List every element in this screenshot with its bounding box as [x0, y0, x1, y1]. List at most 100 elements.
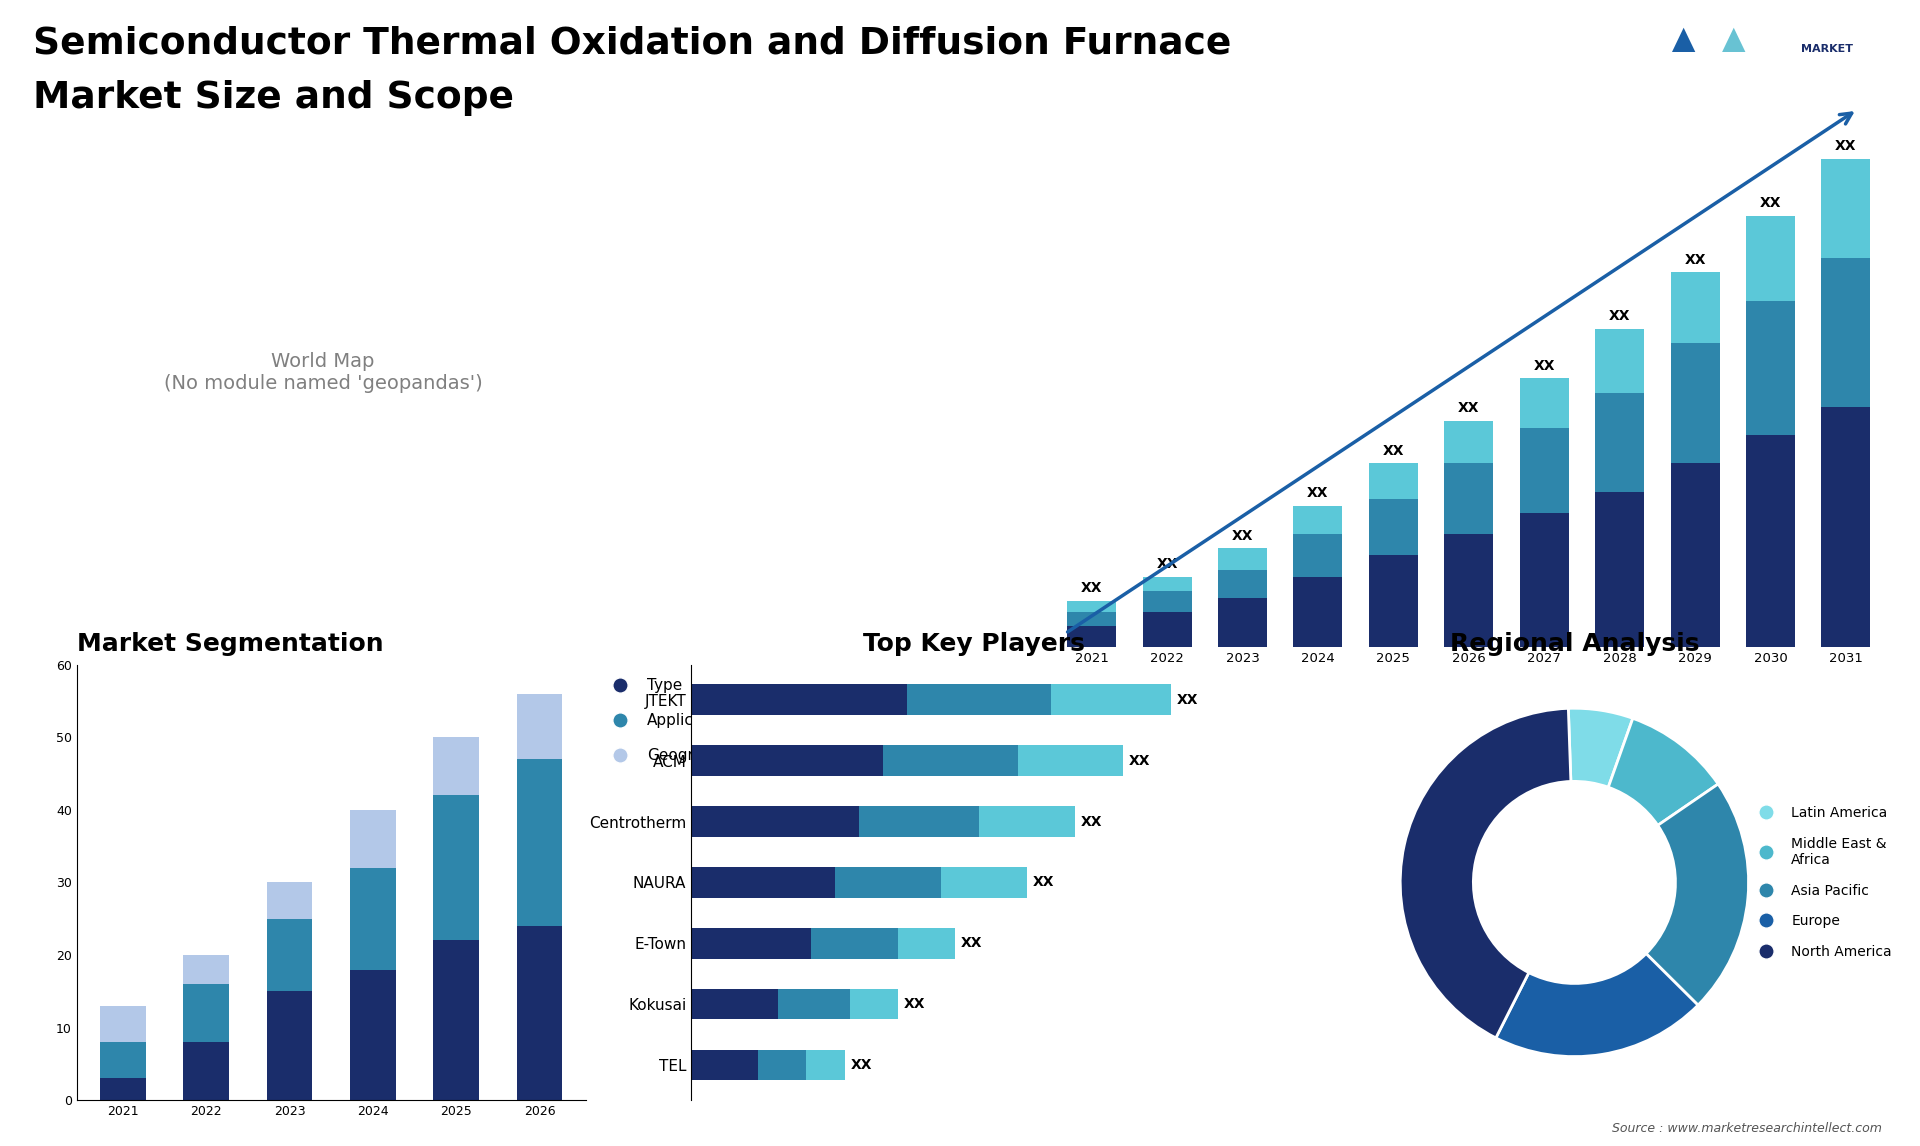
Bar [778, 989, 849, 1020]
Polygon shape [1628, 28, 1740, 143]
Bar [349, 868, 396, 970]
Bar [691, 928, 812, 958]
Bar [1596, 329, 1644, 393]
Bar [1052, 684, 1171, 715]
Bar [1745, 300, 1795, 435]
Legend: Latin America, Middle East &
Africa, Asia Pacific, Europe, North America: Latin America, Middle East & Africa, Asi… [1747, 800, 1897, 965]
Bar [1521, 513, 1569, 647]
Text: Market Size and Scope: Market Size and Scope [33, 80, 515, 116]
Bar [758, 1050, 806, 1081]
Bar [434, 795, 480, 941]
Title: Regional Analysis: Regional Analysis [1450, 631, 1699, 656]
Text: Source : www.marketresearchintellect.com: Source : www.marketresearchintellect.com [1611, 1122, 1882, 1135]
Bar [1018, 745, 1123, 776]
Bar [1822, 407, 1870, 647]
Bar [182, 984, 228, 1042]
Bar [812, 928, 899, 958]
Bar [434, 737, 480, 795]
Legend: Type, Application, Geography: Type, Application, Geography [599, 673, 739, 769]
Bar [1142, 591, 1192, 612]
Bar [349, 810, 396, 868]
Bar [100, 1078, 146, 1100]
Bar [1444, 421, 1494, 463]
Bar [1068, 626, 1116, 647]
Bar [883, 745, 1018, 776]
Bar [1521, 429, 1569, 513]
Text: XX: XX [1609, 309, 1630, 323]
Bar [1822, 159, 1870, 258]
Bar [267, 991, 313, 1100]
Bar [516, 759, 563, 926]
Text: RESEARCH: RESEARCH [1801, 80, 1866, 91]
Bar [267, 882, 313, 919]
Text: XX: XX [1156, 557, 1177, 571]
Bar [1294, 505, 1342, 534]
Bar [516, 693, 563, 759]
Bar [100, 1042, 146, 1078]
Text: Market Segmentation: Market Segmentation [77, 631, 384, 656]
Text: XX: XX [1457, 401, 1480, 415]
Text: XX: XX [1177, 692, 1198, 707]
Bar [1670, 463, 1720, 647]
Bar [1521, 378, 1569, 429]
Polygon shape [1678, 28, 1789, 143]
Text: XX: XX [1233, 528, 1254, 543]
Bar [691, 989, 778, 1020]
Bar [1217, 570, 1267, 598]
Bar [1444, 463, 1494, 534]
Bar [849, 989, 899, 1020]
Bar [349, 970, 396, 1100]
Text: World Map
(No module named 'geopandas'): World Map (No module named 'geopandas') [163, 352, 482, 393]
Bar [1142, 576, 1192, 591]
Bar [1217, 598, 1267, 647]
Text: XX: XX [1081, 815, 1102, 829]
Text: XX: XX [851, 1058, 872, 1073]
Bar [182, 955, 228, 984]
Bar [1596, 393, 1644, 492]
Bar [1596, 492, 1644, 647]
Text: Semiconductor Thermal Oxidation and Diffusion Furnace: Semiconductor Thermal Oxidation and Diff… [33, 25, 1231, 61]
Text: XX: XX [1308, 486, 1329, 501]
Bar [1670, 343, 1720, 463]
Bar [1217, 549, 1267, 570]
Text: XX: XX [1081, 581, 1102, 595]
Bar [806, 1050, 845, 1081]
Text: XX: XX [1033, 876, 1054, 889]
Bar [100, 1006, 146, 1042]
Bar [434, 941, 480, 1100]
Bar [1142, 612, 1192, 647]
Bar [1745, 215, 1795, 300]
Bar [1369, 463, 1417, 499]
Bar [516, 926, 563, 1100]
Bar [691, 1050, 758, 1081]
Bar [899, 928, 956, 958]
Bar [182, 1042, 228, 1100]
Bar [860, 807, 979, 837]
Bar [1670, 273, 1720, 343]
Text: XX: XX [1684, 252, 1705, 267]
Bar [691, 745, 883, 776]
Bar [1369, 499, 1417, 556]
Text: INTELLECT: INTELLECT [1801, 118, 1866, 127]
Wedge shape [1400, 708, 1571, 1038]
Wedge shape [1569, 708, 1632, 787]
Text: XX: XX [1836, 140, 1857, 154]
Bar [908, 684, 1052, 715]
Text: MARKET: MARKET [1801, 44, 1853, 54]
Bar [1444, 534, 1494, 647]
Text: XX: XX [962, 936, 983, 950]
Bar [691, 868, 835, 897]
Wedge shape [1496, 953, 1697, 1057]
Text: XX: XX [1382, 444, 1404, 457]
Text: XX: XX [1129, 754, 1150, 768]
Bar [691, 807, 860, 837]
Wedge shape [1645, 784, 1749, 1005]
Bar [1294, 534, 1342, 576]
Title: Top Key Players: Top Key Players [864, 631, 1085, 656]
Bar [1745, 435, 1795, 647]
Bar [1822, 258, 1870, 407]
Bar [691, 684, 908, 715]
Text: XX: XX [1761, 196, 1782, 210]
Text: XX: XX [1534, 359, 1555, 372]
Bar [835, 868, 941, 897]
